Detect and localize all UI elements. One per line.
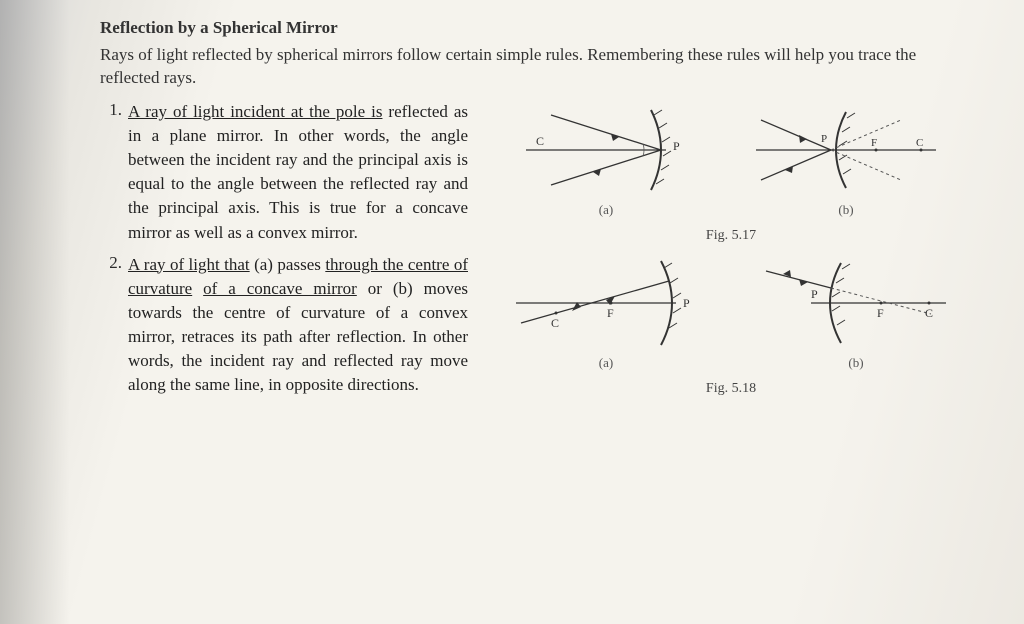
fig-5-17-a-label: (a)	[521, 202, 691, 218]
svg-text:C: C	[916, 137, 923, 149]
fig-5-17-b-label: (b)	[751, 202, 941, 218]
rule-2-lead-1: (a) passes	[250, 255, 326, 274]
intro-paragraph: Rays of light reflected by spherical mir…	[100, 44, 964, 90]
rule-2-lead-3	[192, 279, 203, 298]
figure-5-18: C F P (a)	[468, 253, 964, 397]
svg-text:C: C	[551, 316, 559, 330]
svg-text:P: P	[683, 296, 690, 310]
svg-text:F: F	[877, 306, 884, 320]
svg-text:C: C	[925, 306, 933, 320]
section-title: Reflection by a Spherical Mirror	[100, 18, 964, 38]
rule-2-lead-0: A ray of light that	[128, 255, 250, 274]
fig-5-17-a: C P (a)	[521, 100, 691, 218]
rule-2-number: 2.	[100, 253, 128, 273]
fig-5-18-a-label: (a)	[511, 355, 701, 371]
rule-2-text: A ray of light that (a) passes through t…	[128, 253, 468, 398]
fig-5-18-b: P F C (b)	[761, 253, 951, 371]
svg-text:F: F	[607, 306, 614, 320]
fig-5-17-caption: Fig. 5.17	[706, 228, 756, 244]
svg-text:P: P	[821, 133, 827, 145]
rule-2: 2. A ray of light that (a) passes throug…	[100, 253, 964, 398]
label-C: C	[536, 134, 544, 148]
rule-1: 1. A ray of light incident at the pole i…	[100, 100, 964, 245]
rule-1-number: 1.	[100, 100, 128, 120]
figure-5-17: C P (a)	[468, 100, 964, 244]
svg-text:F: F	[871, 137, 877, 149]
page-content: Reflection by a Spherical Mirror Rays of…	[0, 0, 1024, 397]
svg-text:P: P	[811, 287, 818, 301]
rule-1-lead: A ray of light incident at the pole is	[128, 102, 382, 121]
rule-1-text: A ray of light incident at the pole is r…	[128, 100, 468, 245]
fig-5-18-a: C F P (a)	[511, 253, 701, 371]
rule-1-rest: reflected as in a plane mirror. In other…	[128, 102, 468, 242]
rule-2-rest: towards the centre of curvature of a con…	[128, 303, 468, 394]
rule-2-lead-5: or (b) moves	[357, 279, 468, 298]
fig-5-18-caption: Fig. 5.18	[706, 381, 756, 397]
fig-5-18-b-label: (b)	[761, 355, 951, 371]
fig-5-17-b: P F C (b)	[751, 100, 941, 218]
rule-2-lead-4: of a concave mirror	[203, 279, 357, 298]
label-P: P	[673, 139, 680, 153]
